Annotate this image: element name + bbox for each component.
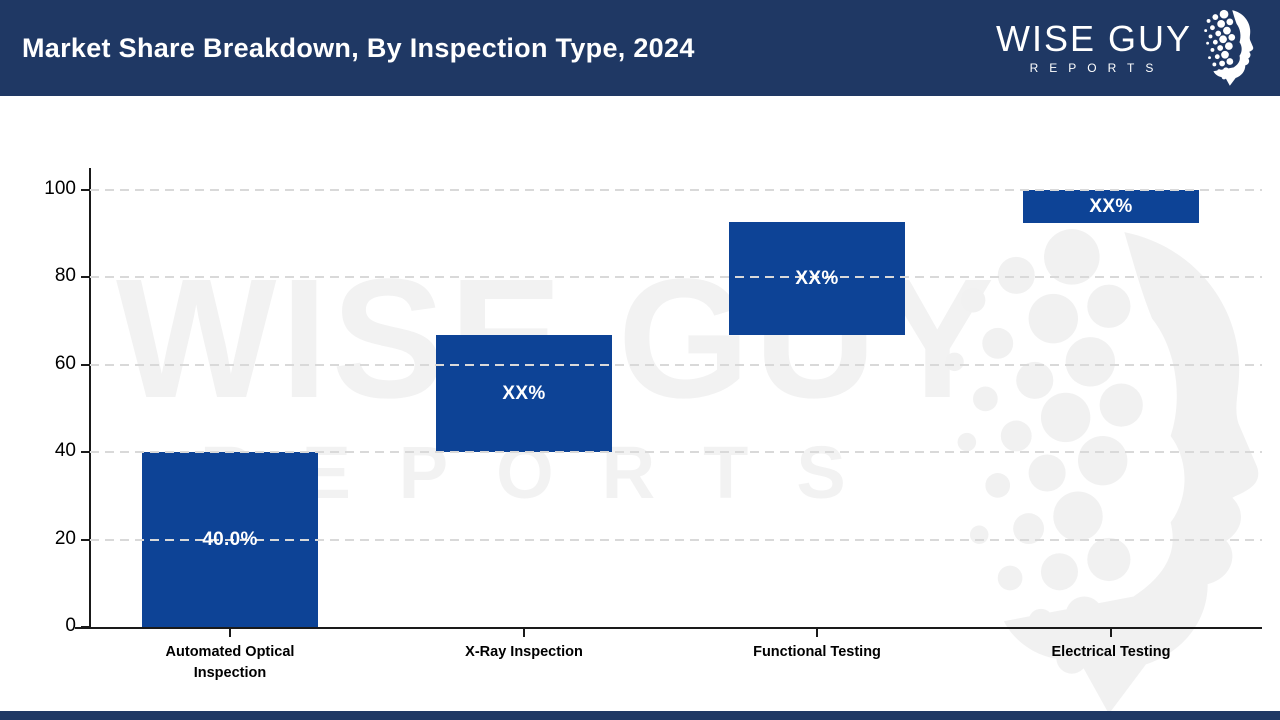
x-axis-line <box>75 627 1262 629</box>
y-tick-label: 20 <box>54 528 76 549</box>
bar-2: XX% <box>436 335 612 452</box>
x-category-label: Functional Testing <box>753 644 881 660</box>
footer-bar <box>0 711 1280 720</box>
y-tick-label: 80 <box>54 265 76 286</box>
x-tick-mark <box>229 629 231 637</box>
bar-4: XX% <box>1023 190 1199 223</box>
bar-value-label: 40.0% <box>202 528 258 550</box>
logo-subtext: REPORTS <box>1029 61 1165 75</box>
y-axis-line <box>89 168 91 629</box>
wiseguy-logo: WISE GUY REPORTS <box>996 9 1254 87</box>
gridline-60 <box>90 364 1262 366</box>
y-tick-mark <box>81 364 89 366</box>
y-tick-mark <box>81 626 89 628</box>
y-tick-mark <box>81 539 89 541</box>
gridline-40 <box>90 451 1262 453</box>
logo-wordmark: WISE GUY <box>995 18 1192 59</box>
x-tick-mark <box>1110 629 1112 637</box>
header-bar: Market Share Breakdown, By Inspection Ty… <box>0 0 1280 96</box>
y-tick-label: 60 <box>54 353 76 374</box>
x-tick-mark <box>816 629 818 637</box>
bar-3: XX% <box>729 222 905 335</box>
x-category-label: Electrical Testing <box>1051 644 1171 660</box>
wiseguy-face-icon <box>1204 9 1254 86</box>
gridline-80 <box>90 276 1262 278</box>
y-tick-label: 100 <box>44 178 76 199</box>
y-tick-label: 0 <box>65 615 76 636</box>
x-tick-mark <box>523 629 525 637</box>
bar-value-label: XX% <box>1089 195 1133 217</box>
y-tick-mark <box>81 189 89 191</box>
bar-value-label: XX% <box>502 382 546 404</box>
gridline-20 <box>90 539 1262 541</box>
wiseguy-logo-text: WISE GUY REPORTS <box>995 18 1192 76</box>
x-category-label: X-Ray Inspection <box>465 644 583 660</box>
gridline-100 <box>90 189 1262 191</box>
chart-title: Market Share Breakdown, By Inspection Ty… <box>22 32 695 63</box>
y-tick-label: 40 <box>54 440 76 461</box>
bar-value-label: XX% <box>795 267 839 289</box>
y-tick-mark <box>81 276 89 278</box>
x-category-label: Automated Optical Inspection <box>165 644 295 682</box>
y-tick-mark <box>81 451 89 453</box>
